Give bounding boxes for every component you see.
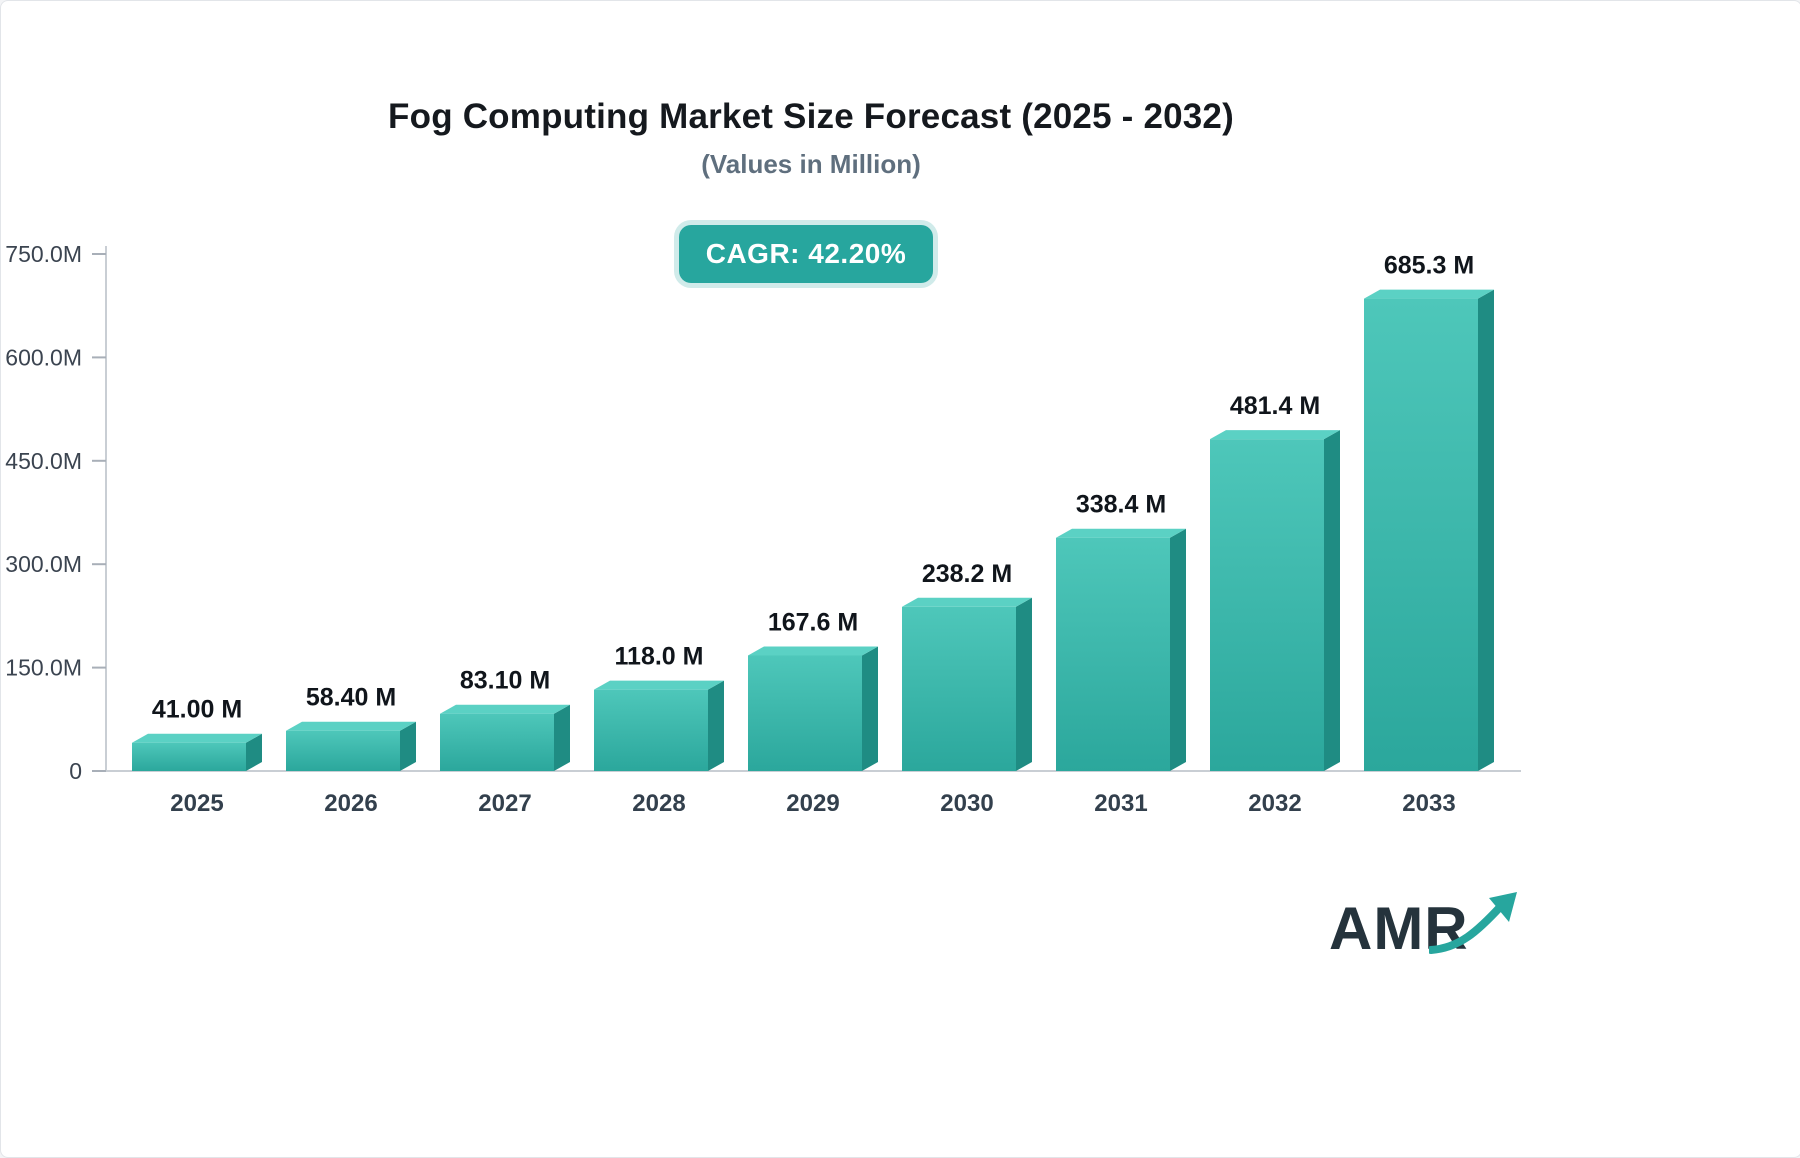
- bar-front-face: [440, 713, 554, 771]
- bar-side-face: [1324, 430, 1340, 771]
- x-axis-label: 2029: [786, 790, 839, 817]
- bar: 338.4 M 2031: [1056, 491, 1186, 817]
- x-axis-label: 2028: [632, 790, 685, 817]
- bar-side-face: [400, 721, 416, 771]
- chart-title: Fog Computing Market Size Forecast (2025…: [388, 97, 1234, 136]
- bar: 118.0 M 2028: [594, 643, 724, 817]
- y-tick-label: 0: [69, 758, 82, 784]
- bar-side-face: [708, 680, 724, 771]
- cagr-badge: CAGR: 42.20%: [679, 225, 933, 283]
- y-axis-labels: 0 150.0M 300.0M 450.0M 600.0M 750.0M: [5, 241, 106, 784]
- y-tick-label: 600.0M: [5, 344, 82, 370]
- bar: 481.4 M 2032: [1210, 392, 1340, 817]
- x-axis-label: 2026: [324, 790, 377, 817]
- bar-front-face: [1210, 439, 1324, 771]
- bar-value-label: 83.10 M: [460, 667, 550, 695]
- amr-logo: AMR: [1329, 892, 1517, 974]
- bar: 238.2 M 2030: [902, 560, 1032, 817]
- x-axis-label: 2032: [1248, 790, 1301, 817]
- bar-value-label: 167.6 M: [768, 608, 858, 636]
- bar-side-face: [1478, 289, 1494, 771]
- bar-top-face: [1210, 430, 1340, 440]
- bar-top-face: [902, 597, 1032, 607]
- y-tick-label: 450.0M: [5, 448, 82, 474]
- bar-top-face: [1364, 289, 1494, 299]
- bar: 685.3 M 2033: [1364, 252, 1494, 817]
- bar: 41.00 M 2025: [132, 696, 262, 817]
- x-axis-label: 2025: [170, 790, 223, 817]
- bar-side-face: [246, 733, 262, 771]
- y-tick-label: 750.0M: [5, 241, 82, 267]
- bar-side-face: [554, 704, 570, 771]
- bar-top-face: [132, 733, 262, 743]
- bar-side-face: [862, 646, 878, 771]
- bar-top-face: [440, 704, 570, 714]
- logo-arrow-icon: [1429, 892, 1517, 954]
- bar-value-label: 118.0 M: [615, 643, 704, 671]
- bar-value-label: 58.40 M: [306, 684, 396, 712]
- bar-front-face: [748, 655, 862, 771]
- bar-value-label: 41.00 M: [152, 696, 242, 724]
- x-axis-label: 2030: [940, 790, 993, 817]
- bars: 41.00 M 2025 58.40 M 2026 83.10 M 2027 118.0 M…: [132, 252, 1494, 817]
- bar-front-face: [286, 730, 400, 771]
- bar-front-face: [1056, 537, 1170, 771]
- bar: 83.10 M 2027: [440, 667, 570, 817]
- bar-front-face: [594, 689, 708, 771]
- bar-top-face: [1056, 528, 1186, 538]
- bar-value-label: 685.3 M: [1384, 252, 1474, 280]
- bar-top-face: [286, 721, 416, 731]
- y-tick-label: 150.0M: [5, 655, 82, 681]
- y-tick-label: 300.0M: [5, 551, 82, 577]
- bar: 167.6 M 2029: [748, 608, 878, 817]
- bar-top-face: [748, 646, 878, 656]
- bar-value-label: 481.4 M: [1230, 392, 1320, 420]
- bar-side-face: [1016, 597, 1032, 771]
- bar-value-label: 338.4 M: [1076, 491, 1166, 519]
- bar-front-face: [132, 742, 246, 771]
- x-axis-label: 2027: [478, 790, 531, 817]
- bar-front-face: [902, 606, 1016, 771]
- bar: 58.40 M 2026: [286, 684, 416, 817]
- bar-side-face: [1170, 528, 1186, 771]
- bar-front-face: [1364, 298, 1478, 771]
- bar-value-label: 238.2 M: [922, 560, 1012, 588]
- x-axis-label: 2031: [1094, 790, 1147, 817]
- chart-subtitle: (Values in Million): [701, 149, 921, 179]
- bar-top-face: [594, 680, 724, 690]
- x-axis-label: 2033: [1402, 790, 1455, 817]
